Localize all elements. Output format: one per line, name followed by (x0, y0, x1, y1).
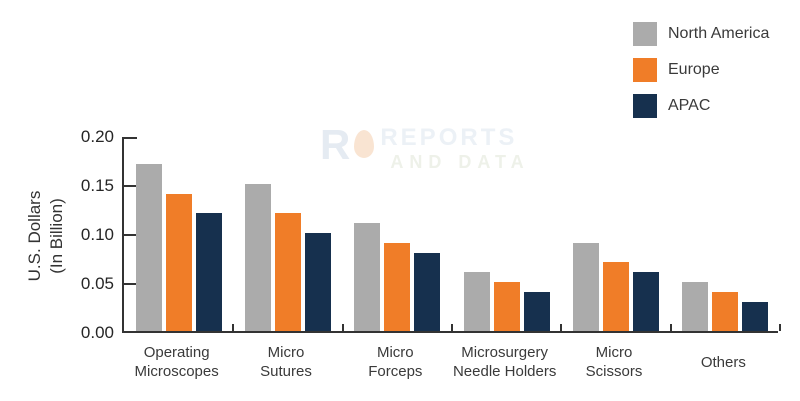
y-tick-mark (124, 137, 137, 139)
y-tick-label-0.10: 0.10 (80, 225, 114, 244)
y-tick-mark (124, 234, 137, 236)
bar-apac-others (742, 302, 769, 331)
bar-europe-micro (275, 213, 301, 331)
chart-legend: North America Europe APAC (633, 22, 769, 130)
x-category-label-micro: Micro Scissors (585, 344, 643, 380)
bar-europe-micro (603, 262, 629, 331)
y-tick-label-0.00: 0.00 (80, 323, 114, 342)
x-tick-mark (451, 324, 453, 331)
legend-label: APAC (668, 97, 711, 114)
legend-item-apac: APAC (633, 94, 769, 118)
plot-area (122, 137, 781, 333)
y-tick-mark (124, 283, 137, 285)
y-tick-label-0.05: 0.05 (80, 274, 114, 293)
bar-north-america-others (682, 282, 709, 331)
bar-europe-operating (165, 194, 192, 331)
x-tick-mark (232, 324, 235, 331)
bar-apac-micro (305, 233, 331, 331)
bar-apac-micro (633, 272, 659, 331)
x-tick-mark (669, 324, 672, 331)
x-category-label-others: Others (700, 353, 746, 371)
bar-north-america-microsurgery (463, 272, 490, 331)
bar-europe-others (712, 292, 739, 331)
bar-north-america-micro (573, 243, 599, 331)
bar-north-america-micro (245, 184, 271, 331)
x-category-label-microsurgery: Microsurgery Needle Holders (452, 344, 557, 380)
legend-label: Europe (668, 61, 720, 78)
legend-item-europe: Europe (633, 58, 769, 82)
y-tick-mark (124, 185, 137, 187)
bar-apac-operating (195, 213, 222, 331)
x-tick-mark (779, 324, 781, 331)
y-tick-label-0.15: 0.15 (80, 176, 114, 195)
x-category-label-micro: Micro Sutures (260, 344, 312, 380)
legend-swatch-apac (633, 94, 657, 118)
legend-item-north-america: North America (633, 22, 769, 46)
bar-north-america-micro (354, 223, 381, 331)
bar-apac-microsurgery (523, 292, 550, 331)
legend-label: North America (668, 25, 770, 42)
bar-north-america-operating (135, 164, 162, 331)
x-category-label-operating: Operating Microscopes (134, 344, 219, 380)
legend-swatch-north-america (633, 22, 657, 46)
x-tick-mark (560, 324, 563, 331)
y-tick-label-0.20: 0.20 (80, 127, 114, 146)
x-tick-mark (341, 324, 344, 331)
legend-swatch-europe (633, 58, 657, 82)
bar-apac-micro (414, 253, 441, 331)
x-category-label-micro: Micro Forceps (368, 344, 423, 380)
bar-europe-microsurgery (493, 282, 520, 331)
bar-europe-micro (384, 243, 411, 331)
